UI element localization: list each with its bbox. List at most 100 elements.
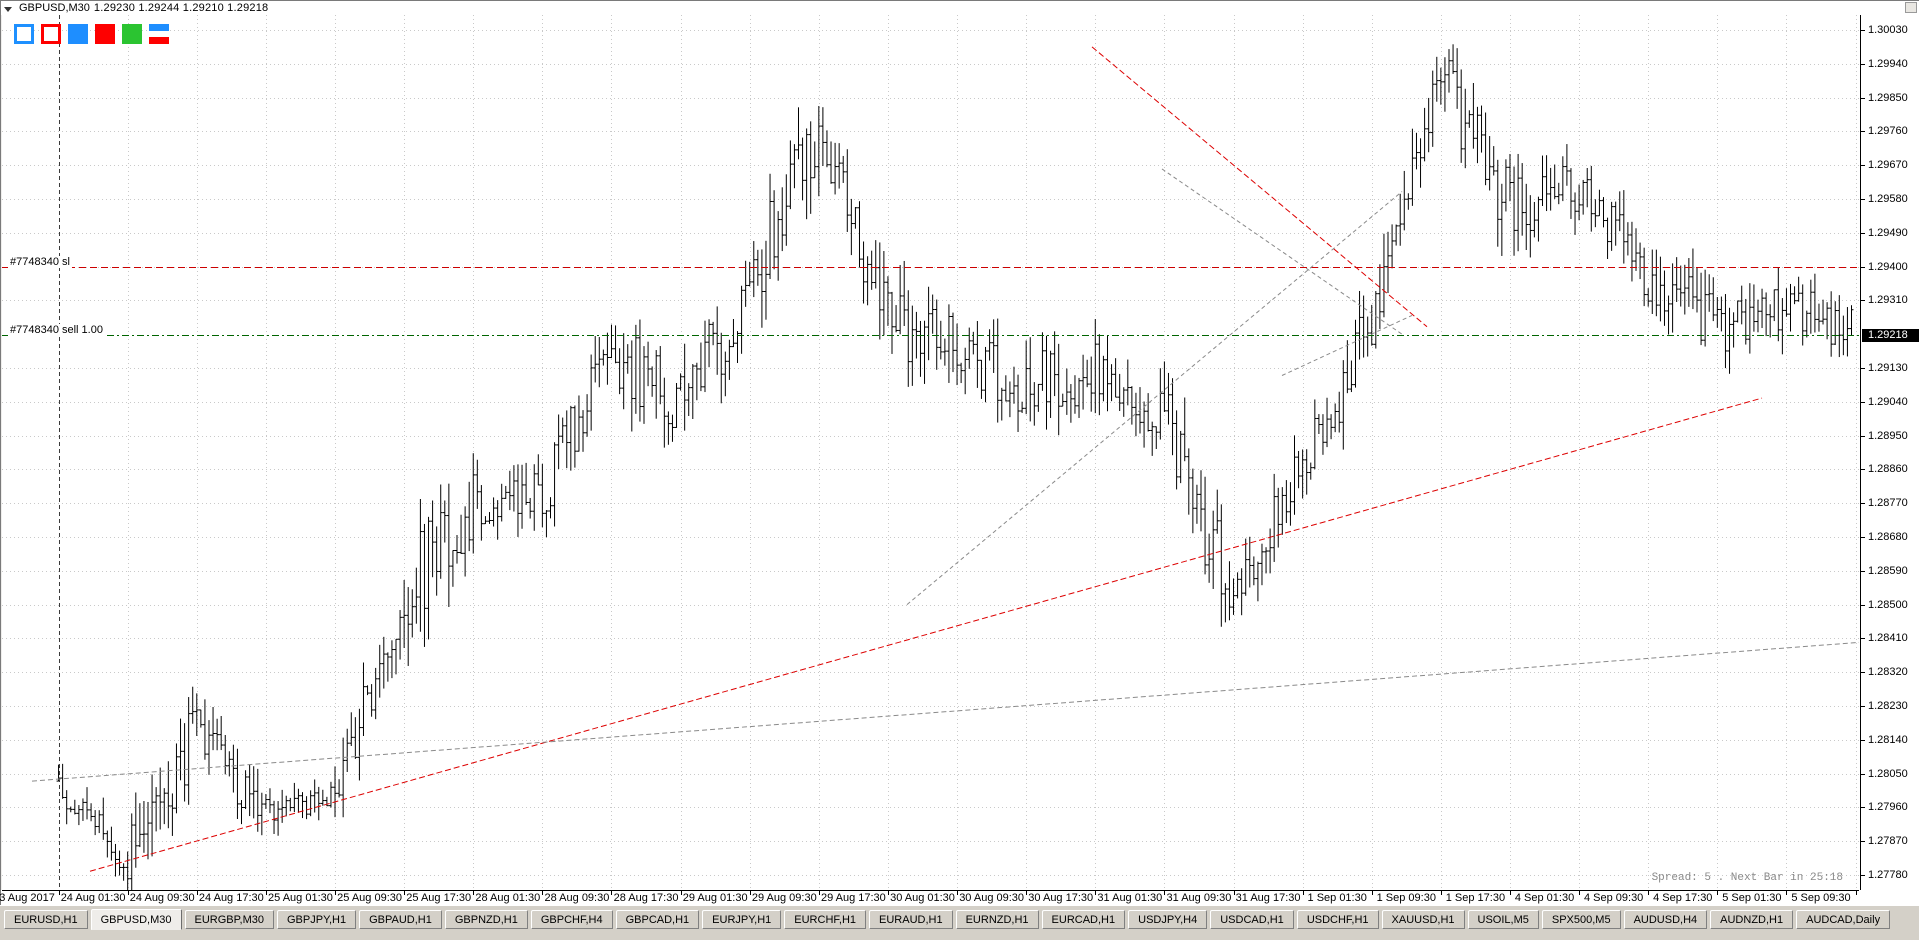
price-tick-dash <box>1861 63 1865 65</box>
time-tick-label: 24 Aug 01:30 <box>60 892 126 904</box>
chart-canvas <box>2 15 1859 890</box>
time-tick-separator <box>611 891 613 895</box>
chart-tab-gbpaud-h1[interactable]: GBPAUD,H1 <box>359 910 442 929</box>
swatch-split-blue-red[interactable] <box>149 24 169 44</box>
chart-tab-audusd-h4[interactable]: AUDUSD,H4 <box>1623 910 1708 929</box>
price-tick-dash <box>1861 570 1865 572</box>
price-tick-dash <box>1861 604 1865 606</box>
time-tick-label: 31 Aug 01:30 <box>1097 892 1163 904</box>
status-text: Spread: 5 . Next Bar in 25:18 <box>1651 872 1843 884</box>
swatch-outline-red[interactable] <box>41 24 61 44</box>
price-tick: 1.28860 <box>1861 463 1919 476</box>
price-tick-label: 1.29400 <box>1868 260 1908 273</box>
price-tick-dash <box>1861 435 1865 437</box>
time-tick-separator <box>473 891 475 895</box>
time-tick-label: 31 Aug 09:30 <box>1166 892 1232 904</box>
chart-tab-gbpnzd-h1[interactable]: GBPNZD,H1 <box>444 910 528 929</box>
time-tick-separator <box>265 891 267 895</box>
swatch-split-bottom <box>149 37 169 44</box>
trendline-overlays <box>2 46 1859 872</box>
chart-tab-gbpcad-h1[interactable]: GBPCAD,H1 <box>615 910 700 929</box>
swatch-fill-red[interactable] <box>95 24 115 44</box>
chart-tab-usdchf-h1[interactable]: USDCHF,H1 <box>1296 910 1379 929</box>
price-tick: 1.29130 <box>1861 362 1919 375</box>
price-tick-label: 1.29130 <box>1868 362 1908 374</box>
time-tick-label: 5 Sep 01:30 <box>1722 892 1782 904</box>
price-tick: 1.28770 <box>1861 497 1919 510</box>
time-tick-label: 25 Aug 17:30 <box>406 892 472 904</box>
time-tick-label: 30 Aug 17:30 <box>1028 892 1094 904</box>
chart-tab-spx500-m5[interactable]: SPX500,M5 <box>1541 910 1621 929</box>
price-tick: 1.29940 <box>1861 58 1919 71</box>
time-tick-label: 24 Aug 09:30 <box>129 892 195 904</box>
price-tick-dash <box>1861 705 1865 707</box>
price-tick: 1.29310 <box>1861 294 1919 307</box>
chart-tab-eurcad-h1[interactable]: EURCAD,H1 <box>1041 910 1126 929</box>
price-tick: 1.30030 <box>1861 24 1919 37</box>
chart-tab-usdcad-h1[interactable]: USDCAD,H1 <box>1210 910 1294 929</box>
sl-line-label[interactable]: #7748340 sl <box>8 255 72 268</box>
current-price-label: 1.29218 <box>1862 328 1919 342</box>
price-tick-dash <box>1861 97 1865 99</box>
price-tick-label: 1.27870 <box>1868 835 1908 848</box>
chart-tab-eurgbp-m30[interactable]: EURGBP,M30 <box>184 910 274 929</box>
price-tick-dash <box>1861 874 1865 876</box>
time-tick-separator <box>1717 891 1719 895</box>
time-tick-separator <box>1509 891 1511 895</box>
time-tick-separator <box>887 891 889 895</box>
chart-tab-eurnzd-h1[interactable]: EURNZD,H1 <box>955 910 1039 929</box>
chart-tab-gbpchf-h4[interactable]: GBPCHF,H4 <box>530 910 613 929</box>
chart-tab-gbpjpy-h1[interactable]: GBPJPY,H1 <box>277 910 357 929</box>
swatch-split-top <box>149 24 169 31</box>
window-restore-button[interactable] <box>1905 2 1917 13</box>
chart-tab-eurchf-h1[interactable]: EURCHF,H1 <box>784 910 867 929</box>
chart-tab-audnzd-h1[interactable]: AUDNZD,H1 <box>1710 910 1794 929</box>
time-tick-separator <box>542 891 544 895</box>
price-tick: 1.29400 <box>1861 261 1919 274</box>
chart-plot-area[interactable]: #7748340 sl #7748340 sell 1.00 Spread: 5… <box>2 15 1859 890</box>
swatch-outline-blue[interactable] <box>14 24 34 44</box>
time-tick-label: 28 Aug 01:30 <box>475 892 541 904</box>
chart-tab-usdjpy-h4[interactable]: USDJPY,H4 <box>1128 910 1208 929</box>
swatch-split-mid <box>149 31 169 37</box>
chart-tab-eurjpy-h1[interactable]: EURJPY,H1 <box>702 910 782 929</box>
price-tick-label: 1.29940 <box>1868 57 1908 70</box>
chart-window: GBPUSD,M30 1.29230 1.29244 1.29210 1.292… <box>0 0 1919 905</box>
price-tick-label: 1.29670 <box>1868 159 1908 172</box>
time-tick-separator <box>1026 891 1028 895</box>
price-tick: 1.28950 <box>1861 430 1919 443</box>
swatch-fill-blue[interactable] <box>68 24 88 44</box>
chart-tab-usoil-m5[interactable]: USOIL,M5 <box>1467 910 1539 929</box>
chart-tab-audcad-daily[interactable]: AUDCAD,Daily <box>1796 910 1891 929</box>
price-tick-label: 1.28230 <box>1868 699 1908 712</box>
price-tick-label: 1.29310 <box>1868 294 1908 307</box>
time-tick-label: 4 Sep 17:30 <box>1653 892 1713 904</box>
sell-line-label[interactable]: #7748340 sell 1.00 <box>8 323 105 336</box>
chart-tab-euraud-h1[interactable]: EURAUD,H1 <box>869 910 953 929</box>
price-tick-dash <box>1861 165 1865 167</box>
price-tick: 1.28320 <box>1861 666 1919 679</box>
time-tick-label: 24 Aug 17:30 <box>198 892 264 904</box>
price-scale[interactable]: 1.30030 1.29940 1.29850 1.29760 1.29670 1.295… <box>1860 15 1919 890</box>
swatch-fill-green[interactable] <box>122 24 142 44</box>
ohlc-values: 1.29230 1.29244 1.29210 1.29218 <box>93 2 269 14</box>
chart-tab-xauusd-h1[interactable]: XAUUSD,H1 <box>1381 910 1465 929</box>
vertical-gridlines <box>59 15 1857 890</box>
time-tick-label: 31 Aug 17:30 <box>1235 892 1301 904</box>
caret-down-icon[interactable] <box>4 6 12 12</box>
price-tick-label: 1.28860 <box>1868 463 1908 476</box>
price-tick: 1.29760 <box>1861 125 1919 138</box>
price-tick-dash <box>1861 300 1865 302</box>
symbol-label: GBPUSD,M30 <box>19 2 90 14</box>
price-tick-dash <box>1861 401 1865 403</box>
price-tick: 1.29580 <box>1861 193 1919 206</box>
price-tick: 1.29850 <box>1861 92 1919 105</box>
time-tick-separator <box>58 891 60 895</box>
time-tick-label: 25 Aug 09:30 <box>337 892 402 904</box>
time-tick-separator <box>1302 891 1304 895</box>
chart-tab-gbpusd-m30[interactable]: GBPUSD,M30 <box>90 909 182 930</box>
price-tick-label: 1.28680 <box>1868 530 1908 543</box>
chart-tab-eurusd-h1[interactable]: EURUSD,H1 <box>4 910 88 929</box>
